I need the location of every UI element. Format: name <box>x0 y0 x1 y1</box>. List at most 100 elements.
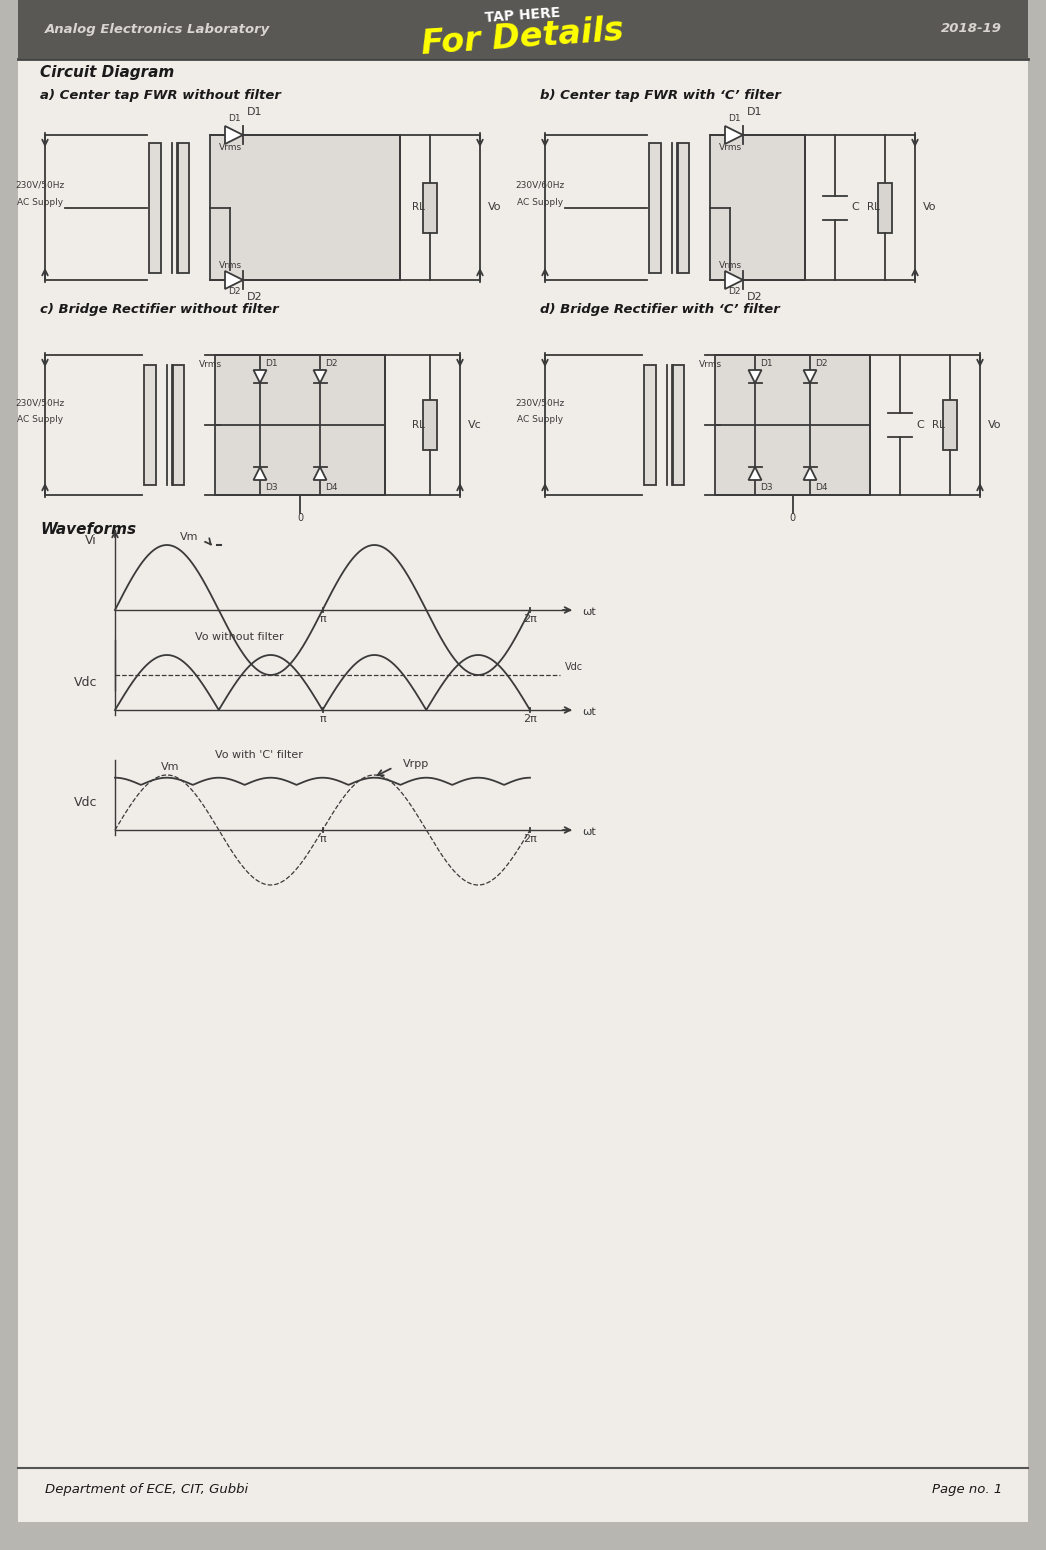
Text: Vo without filter: Vo without filter <box>195 632 283 642</box>
Text: π: π <box>319 614 325 625</box>
Polygon shape <box>253 467 267 480</box>
Polygon shape <box>253 370 267 383</box>
Text: ωt: ωt <box>582 608 596 617</box>
Text: D2: D2 <box>325 358 338 367</box>
Text: 2π: 2π <box>523 715 537 724</box>
Bar <box>215 355 385 494</box>
Bar <box>172 364 184 485</box>
Bar <box>644 364 656 485</box>
Bar <box>210 135 400 281</box>
Bar <box>18 0 1028 57</box>
Bar <box>677 143 689 273</box>
Text: Vm: Vm <box>180 532 198 542</box>
Bar <box>878 183 892 232</box>
Text: ωt: ωt <box>582 828 596 837</box>
Text: For Details: For Details <box>420 14 626 60</box>
Bar <box>710 135 805 281</box>
Text: Vo: Vo <box>488 203 501 212</box>
Text: 230V/50Hz: 230V/50Hz <box>16 181 65 191</box>
Text: D4: D4 <box>815 482 827 491</box>
Text: Analog Electronics Laboratory: Analog Electronics Laboratory <box>45 23 270 36</box>
Text: Vi: Vi <box>86 533 97 547</box>
Text: 2π: 2π <box>523 614 537 625</box>
Text: 230V/50Hz: 230V/50Hz <box>516 398 565 408</box>
Text: AC Supply: AC Supply <box>517 198 563 208</box>
Text: ωt: ωt <box>582 707 596 718</box>
Polygon shape <box>225 126 243 144</box>
Text: AC Supply: AC Supply <box>17 415 63 425</box>
Polygon shape <box>314 370 326 383</box>
Text: D1: D1 <box>228 115 241 122</box>
Text: π: π <box>319 715 325 724</box>
Text: Vrms: Vrms <box>219 143 242 152</box>
Text: TAP HERE: TAP HERE <box>484 5 562 25</box>
Text: Vrms: Vrms <box>699 360 722 369</box>
Bar <box>423 183 437 232</box>
Text: 0: 0 <box>790 513 796 522</box>
Text: Waveforms: Waveforms <box>40 522 136 538</box>
Polygon shape <box>725 271 743 288</box>
Bar <box>715 355 870 494</box>
Text: C: C <box>851 203 859 212</box>
Text: D3: D3 <box>265 482 277 491</box>
Polygon shape <box>749 370 761 383</box>
Text: AC Supply: AC Supply <box>517 415 563 425</box>
Text: Vrms: Vrms <box>199 360 222 369</box>
Text: Vrpp: Vrpp <box>404 760 430 769</box>
Bar <box>672 364 684 485</box>
Text: D3: D3 <box>760 482 773 491</box>
Text: Department of ECE, CIT, Gubbi: Department of ECE, CIT, Gubbi <box>45 1483 248 1496</box>
Text: Page no. 1: Page no. 1 <box>932 1483 1002 1496</box>
Text: π: π <box>319 834 325 845</box>
Bar <box>423 400 437 450</box>
Bar <box>177 143 189 273</box>
Polygon shape <box>225 271 243 288</box>
Text: D1: D1 <box>247 107 263 116</box>
Polygon shape <box>803 467 817 480</box>
Polygon shape <box>725 126 743 144</box>
Text: 2π: 2π <box>523 834 537 845</box>
Text: RL: RL <box>867 203 880 212</box>
Text: Vrms: Vrms <box>719 143 742 152</box>
Text: Vo: Vo <box>988 420 1001 429</box>
Text: Vdc: Vdc <box>73 797 97 809</box>
Text: Vdc: Vdc <box>73 676 97 690</box>
Text: 0: 0 <box>297 513 303 522</box>
Text: D2: D2 <box>728 287 741 296</box>
Text: C: C <box>916 420 924 429</box>
Text: D2: D2 <box>247 291 263 302</box>
Text: RL: RL <box>412 420 425 429</box>
Text: Vo: Vo <box>923 203 936 212</box>
Text: D1: D1 <box>760 358 773 367</box>
Polygon shape <box>803 370 817 383</box>
Text: 230V/60Hz: 230V/60Hz <box>516 181 565 191</box>
Text: d) Bridge Rectifier with ‘C’ filter: d) Bridge Rectifier with ‘C’ filter <box>540 304 779 316</box>
Text: D2: D2 <box>228 287 241 296</box>
Text: Vo with 'C' filter: Vo with 'C' filter <box>215 750 303 759</box>
Text: RL: RL <box>412 203 425 212</box>
Text: D1: D1 <box>728 115 741 122</box>
Polygon shape <box>314 467 326 480</box>
Text: 2018-19: 2018-19 <box>941 23 1002 36</box>
Text: c) Bridge Rectifier without filter: c) Bridge Rectifier without filter <box>40 304 278 316</box>
Bar <box>149 143 161 273</box>
Text: D1: D1 <box>265 358 277 367</box>
Text: Vrms: Vrms <box>219 260 242 270</box>
Text: b) Center tap FWR with ‘C’ filter: b) Center tap FWR with ‘C’ filter <box>540 88 781 101</box>
Text: D4: D4 <box>325 482 338 491</box>
Text: Circuit Diagram: Circuit Diagram <box>40 65 175 79</box>
Text: Vm: Vm <box>161 763 179 772</box>
Text: D2: D2 <box>815 358 827 367</box>
Text: D1: D1 <box>747 107 763 116</box>
Text: a) Center tap FWR without filter: a) Center tap FWR without filter <box>40 88 281 101</box>
Bar <box>943 400 957 450</box>
Text: D2: D2 <box>747 291 763 302</box>
Text: Vdc: Vdc <box>565 662 583 673</box>
Bar <box>649 143 661 273</box>
Text: 230V/50Hz: 230V/50Hz <box>16 398 65 408</box>
Text: Vc: Vc <box>468 420 482 429</box>
Text: AC Supply: AC Supply <box>17 198 63 208</box>
Text: Vrms: Vrms <box>719 260 742 270</box>
Text: RL: RL <box>932 420 945 429</box>
Polygon shape <box>749 467 761 480</box>
